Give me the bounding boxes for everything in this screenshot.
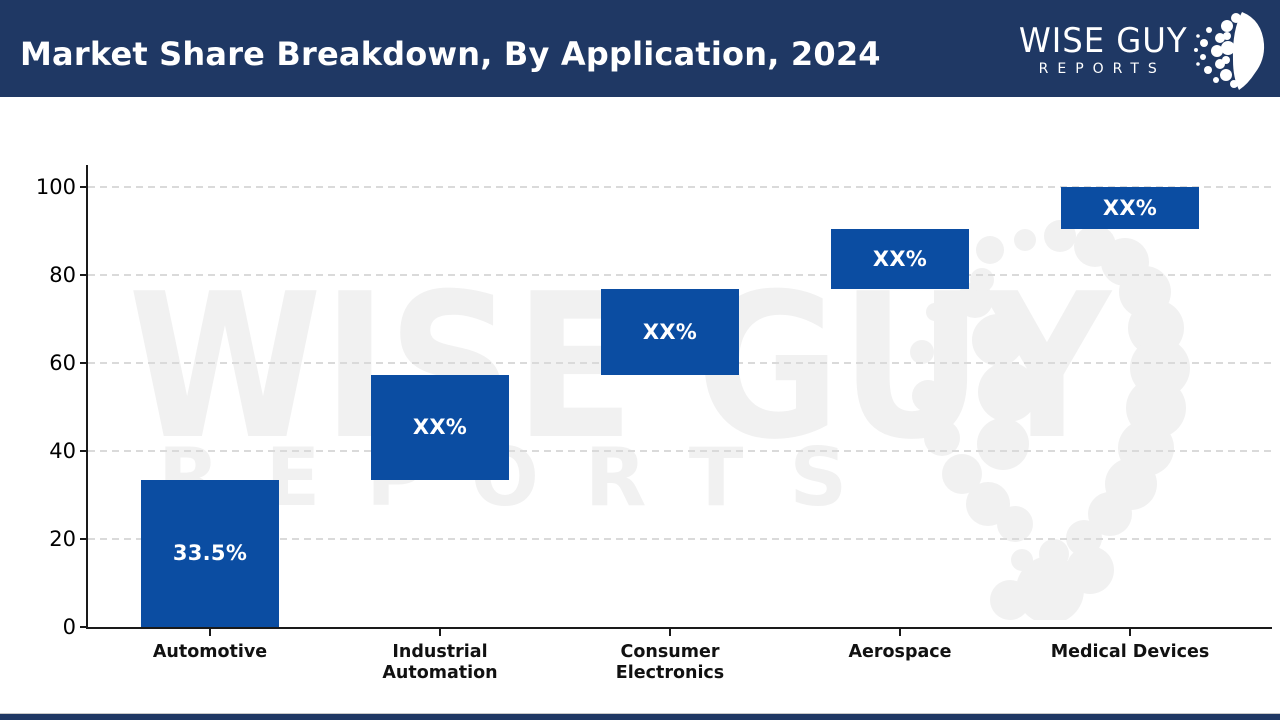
- bar-automotive: 33.5%: [141, 479, 279, 627]
- bar-value-label: XX%: [872, 246, 928, 271]
- x-axis-tick: [1129, 629, 1131, 636]
- category-label-line: Industrial: [392, 642, 488, 662]
- y-axis-tick: [80, 274, 87, 276]
- wise-guy-reports-logo: WISE GUY REPORTS: [1010, 8, 1266, 92]
- bar-value-label: XX%: [412, 415, 468, 440]
- bar-value-label: 33.5%: [172, 541, 248, 566]
- x-axis-tick: [899, 629, 901, 636]
- x-axis-tick: [669, 629, 671, 636]
- logo-text: WISE GUY REPORTS: [1010, 23, 1188, 78]
- category-label-automotive: Automotive: [100, 642, 320, 663]
- category-label-line: Automation: [382, 663, 498, 683]
- bar-aerospace: XX%: [831, 228, 969, 290]
- category-label-aerospace: Aerospace: [790, 642, 1010, 663]
- bar-industrial-automation: XX%: [371, 374, 509, 480]
- y-axis-tick-label: 20: [49, 527, 76, 551]
- gridline: [88, 186, 1272, 188]
- x-axis-line: [86, 627, 1272, 629]
- bar-value-label: XX%: [642, 319, 698, 344]
- y-axis-tick: [80, 538, 87, 540]
- category-label-industrial-automation: Industrial Automation: [330, 642, 550, 684]
- category-label-line: Automotive: [152, 642, 268, 662]
- y-axis-tick: [80, 186, 87, 188]
- page-title: Market Share Breakdown, By Application, …: [20, 34, 881, 73]
- bar-value-label: XX%: [1102, 195, 1158, 220]
- y-axis-line: [86, 165, 88, 629]
- category-label-line: Electronics: [615, 663, 725, 683]
- category-label-line: Consumer: [620, 642, 720, 662]
- y-axis-tick: [80, 362, 87, 364]
- category-label-line: Aerospace: [848, 642, 952, 662]
- y-axis-tick-label: 0: [62, 615, 76, 639]
- y-axis-tick-label: 80: [49, 263, 76, 287]
- gridline: [88, 450, 1272, 452]
- logo-subtext: REPORTS: [1038, 60, 1166, 77]
- category-label-consumer-electronics: Consumer Electronics: [560, 642, 780, 684]
- x-axis-tick: [209, 629, 211, 636]
- footer-bar: [0, 713, 1280, 720]
- category-label-line: Medical Devices: [1050, 642, 1210, 662]
- gridline: [88, 538, 1272, 540]
- gridline: [88, 274, 1272, 276]
- header-bar: Market Share Breakdown, By Application, …: [0, 0, 1280, 97]
- y-axis-tick-label: 60: [49, 351, 76, 375]
- category-label-medical-devices: Medical Devices: [1020, 642, 1240, 663]
- x-axis-tick: [439, 629, 441, 636]
- bar-consumer-electronics: XX%: [601, 289, 739, 375]
- logo-head-icon: [1194, 12, 1265, 90]
- y-axis-tick-label: 100: [35, 175, 76, 199]
- y-axis-tick: [80, 626, 87, 628]
- y-axis-tick: [80, 450, 87, 452]
- logo-wordmark: WISE GUY: [1019, 20, 1188, 61]
- bar-medical-devices: XX%: [1061, 187, 1199, 229]
- y-axis-tick-label: 40: [49, 439, 76, 463]
